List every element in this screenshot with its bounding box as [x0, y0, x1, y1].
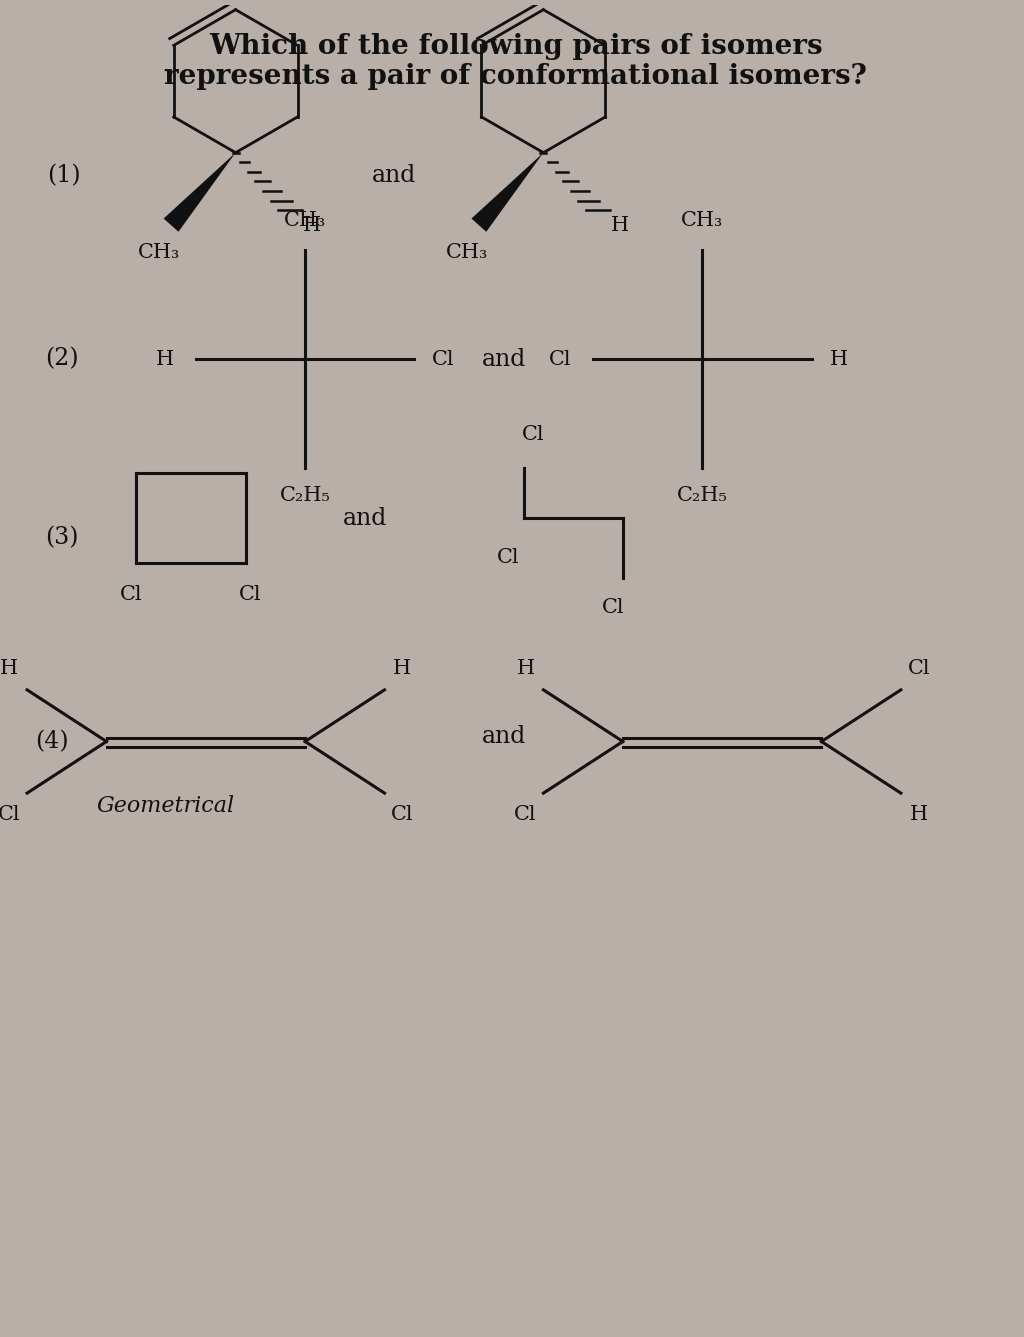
- Text: and: and: [342, 507, 387, 529]
- Text: CH₃: CH₃: [138, 243, 180, 262]
- Text: H: H: [829, 350, 848, 369]
- Polygon shape: [471, 152, 544, 231]
- Text: C₂H₅: C₂H₅: [677, 487, 728, 505]
- Text: (1): (1): [47, 164, 81, 187]
- Text: H: H: [0, 659, 18, 678]
- Polygon shape: [164, 152, 236, 231]
- Text: H: H: [610, 215, 629, 235]
- Text: Cl: Cl: [514, 805, 537, 824]
- Text: CH₃: CH₃: [445, 243, 488, 262]
- Text: H: H: [303, 215, 322, 235]
- Text: Cl: Cl: [432, 350, 455, 369]
- Text: (2): (2): [45, 348, 79, 370]
- Text: Cl: Cl: [602, 598, 625, 616]
- Text: Cl: Cl: [391, 805, 414, 824]
- Text: Geometrical: Geometrical: [96, 796, 234, 817]
- Text: H: H: [156, 350, 174, 369]
- Text: CH₃: CH₃: [284, 211, 327, 230]
- Text: represents a pair of conformational isomers?: represents a pair of conformational isom…: [164, 63, 867, 90]
- Text: Which of the following pairs of isomers: Which of the following pairs of isomers: [209, 33, 822, 60]
- Text: Cl: Cl: [907, 659, 930, 678]
- Text: Cl: Cl: [240, 584, 262, 603]
- Text: CH₃: CH₃: [681, 211, 723, 230]
- Text: Cl: Cl: [120, 584, 142, 603]
- Text: H: H: [393, 659, 412, 678]
- Text: H: H: [516, 659, 535, 678]
- Text: Cl: Cl: [498, 548, 520, 567]
- Text: C₂H₅: C₂H₅: [280, 487, 331, 505]
- Text: (4): (4): [35, 730, 69, 753]
- Text: Cl: Cl: [549, 350, 571, 369]
- Text: Cl: Cl: [522, 425, 545, 444]
- Text: Cl: Cl: [0, 805, 20, 824]
- Text: H: H: [909, 805, 928, 824]
- Text: and: and: [373, 164, 417, 187]
- Text: (3): (3): [45, 527, 79, 550]
- Text: and: and: [481, 725, 526, 747]
- Text: and: and: [481, 348, 526, 370]
